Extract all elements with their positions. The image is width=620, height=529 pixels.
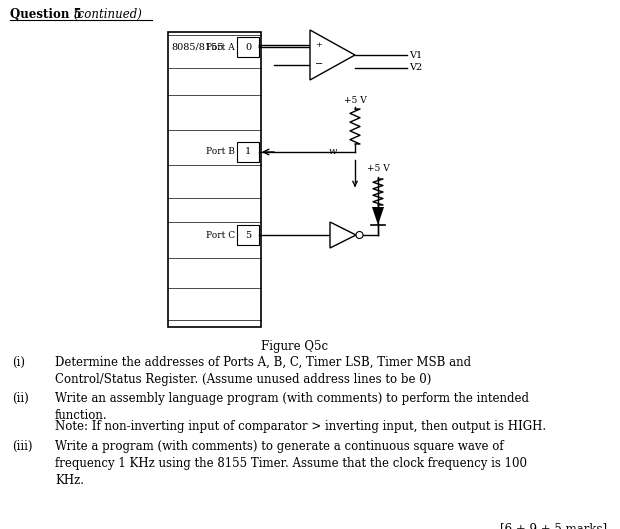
Text: (continued): (continued) bbox=[73, 8, 142, 21]
Text: Question 5: Question 5 bbox=[10, 8, 86, 21]
Text: Note: If non-inverting input of comparator > inverting input, then output is HIG: Note: If non-inverting input of comparat… bbox=[55, 420, 546, 433]
Text: Write a program (with comments) to generate a continuous square wave of
frequenc: Write a program (with comments) to gener… bbox=[55, 440, 527, 487]
Bar bbox=[237, 142, 259, 162]
Text: (ii): (ii) bbox=[12, 392, 29, 405]
Text: Port B: Port B bbox=[206, 148, 235, 157]
Bar bbox=[237, 225, 259, 245]
Text: V2: V2 bbox=[409, 63, 422, 72]
Text: Port C: Port C bbox=[206, 231, 235, 240]
Text: w: w bbox=[329, 148, 337, 157]
Bar bbox=[237, 37, 259, 57]
Text: (i): (i) bbox=[12, 356, 25, 369]
Text: +: + bbox=[315, 41, 322, 49]
Text: 1: 1 bbox=[245, 148, 251, 157]
Text: 8085/8155: 8085/8155 bbox=[171, 42, 223, 51]
Circle shape bbox=[356, 232, 363, 239]
Text: Determine the addresses of Ports A, B, C, Timer LSB, Timer MSB and
Control/Statu: Determine the addresses of Ports A, B, C… bbox=[55, 356, 471, 386]
Text: 0: 0 bbox=[245, 42, 251, 51]
Polygon shape bbox=[330, 222, 356, 248]
Text: +5 V: +5 V bbox=[366, 164, 389, 173]
Polygon shape bbox=[372, 207, 384, 225]
Text: +5 V: +5 V bbox=[343, 96, 366, 105]
Text: 5: 5 bbox=[245, 231, 251, 240]
Text: (iii): (iii) bbox=[12, 440, 32, 453]
Text: Write an assembly language program (with comments) to perform the intended
funct: Write an assembly language program (with… bbox=[55, 392, 529, 422]
Text: V1: V1 bbox=[409, 50, 422, 59]
Text: −: − bbox=[315, 60, 323, 69]
Polygon shape bbox=[310, 30, 355, 80]
Text: [6 + 9 + 5 marks]: [6 + 9 + 5 marks] bbox=[500, 522, 607, 529]
Bar bbox=[168, 32, 261, 327]
Text: Port A: Port A bbox=[206, 42, 235, 51]
Text: Figure Q5c: Figure Q5c bbox=[262, 340, 329, 353]
